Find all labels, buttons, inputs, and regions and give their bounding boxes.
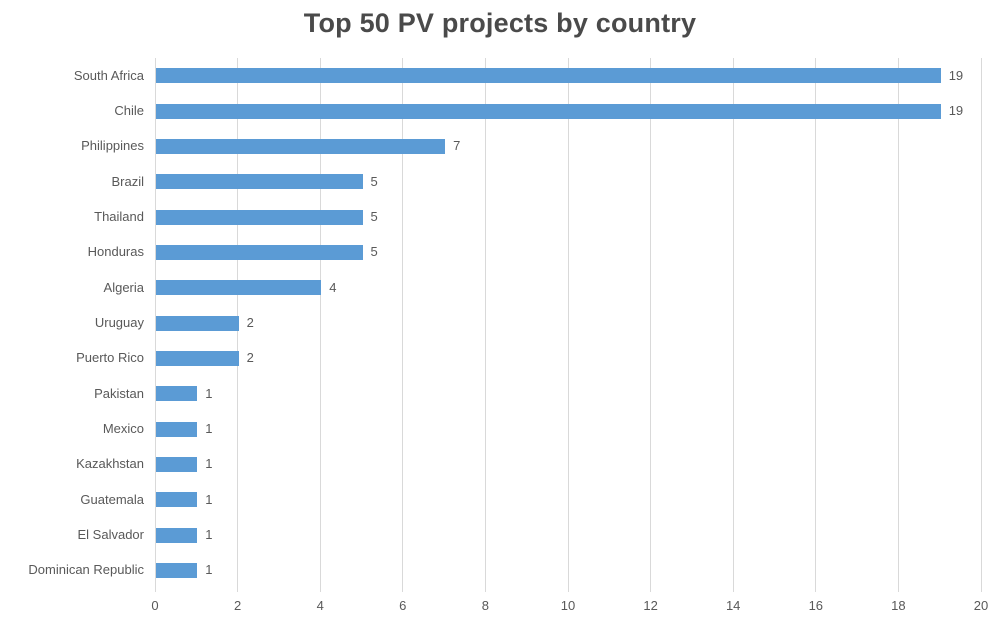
axis-tick xyxy=(650,588,652,592)
axis-tick xyxy=(815,588,817,592)
category-label: Chile xyxy=(114,103,144,118)
data-label: 5 xyxy=(370,209,378,224)
bar xyxy=(156,280,322,296)
gridline xyxy=(650,58,652,588)
x-axis-tick-label: 20 xyxy=(973,598,989,613)
data-label: 7 xyxy=(453,138,461,154)
bar xyxy=(156,456,198,472)
data-label: 1 xyxy=(205,527,213,542)
x-axis-tick-label: 2 xyxy=(233,598,242,613)
x-axis-tick-label: 10 xyxy=(560,598,576,613)
category-label: Mexico xyxy=(102,421,144,436)
bar xyxy=(156,350,239,366)
gridline xyxy=(154,58,156,588)
gridline xyxy=(319,58,321,588)
gridline xyxy=(897,58,899,588)
gridline xyxy=(815,58,817,588)
data-label: 19 xyxy=(948,67,964,83)
x-axis-tick-label: 0 xyxy=(151,598,159,613)
x-axis-tick-label: 6 xyxy=(399,598,407,613)
bar xyxy=(156,492,198,508)
x-axis-tick-label: 16 xyxy=(808,598,824,613)
bar xyxy=(156,562,198,578)
data-label: 5 xyxy=(370,173,378,189)
axis-tick xyxy=(402,588,404,592)
bar xyxy=(156,174,363,190)
data-label: 4 xyxy=(329,279,337,295)
bar xyxy=(156,315,239,331)
category-label: Uruguay xyxy=(94,315,144,330)
bar xyxy=(156,386,198,402)
gridline xyxy=(484,58,486,588)
x-axis-tick-label: 18 xyxy=(891,598,906,613)
gridline xyxy=(980,58,982,588)
axis-tick xyxy=(567,588,569,592)
axis-tick xyxy=(980,588,982,592)
axis-tick xyxy=(897,588,899,592)
category-label: Pakistan xyxy=(94,385,144,401)
axis-tick xyxy=(319,588,321,592)
data-label: 5 xyxy=(370,244,378,260)
axis-tick xyxy=(484,588,486,592)
data-label: 1 xyxy=(205,491,213,507)
category-label: Brazil xyxy=(111,173,144,189)
category-label: Honduras xyxy=(87,244,144,260)
x-axis-tick-label: 12 xyxy=(643,598,658,613)
category-label: Guatemala xyxy=(80,491,144,507)
category-label: El Salvador xyxy=(77,527,144,542)
bar xyxy=(156,421,198,437)
gridline xyxy=(402,58,404,588)
bar xyxy=(156,103,941,119)
data-label: 2 xyxy=(246,350,254,366)
data-label: 19 xyxy=(948,103,964,118)
bar xyxy=(156,68,941,84)
bar xyxy=(156,138,446,154)
axis-tick xyxy=(154,588,156,592)
x-axis-tick-label: 4 xyxy=(316,598,324,613)
category-label: Philippines xyxy=(81,138,144,154)
gridline xyxy=(567,58,569,588)
data-label: 2 xyxy=(246,315,254,330)
category-label: Dominican Republic xyxy=(28,562,144,578)
bar xyxy=(156,209,363,225)
category-label: Thailand xyxy=(94,209,144,224)
chart-title: Top 50 PV projects by country xyxy=(303,8,697,38)
x-axis-tick-label: 8 xyxy=(481,598,489,613)
axis-tick xyxy=(732,588,734,592)
category-label: South Africa xyxy=(73,67,144,83)
data-label: 1 xyxy=(205,385,213,401)
category-label: Algeria xyxy=(103,279,144,295)
gridline xyxy=(732,58,734,588)
category-label: Kazakhstan xyxy=(76,456,144,472)
x-axis-tick-label: 14 xyxy=(725,598,741,613)
data-label: 1 xyxy=(205,562,213,578)
bar xyxy=(156,527,198,543)
category-label: Puerto Rico xyxy=(76,350,144,366)
data-label: 1 xyxy=(205,456,213,472)
data-label: 1 xyxy=(205,421,213,436)
axis-tick xyxy=(237,588,239,592)
bar xyxy=(156,244,363,260)
